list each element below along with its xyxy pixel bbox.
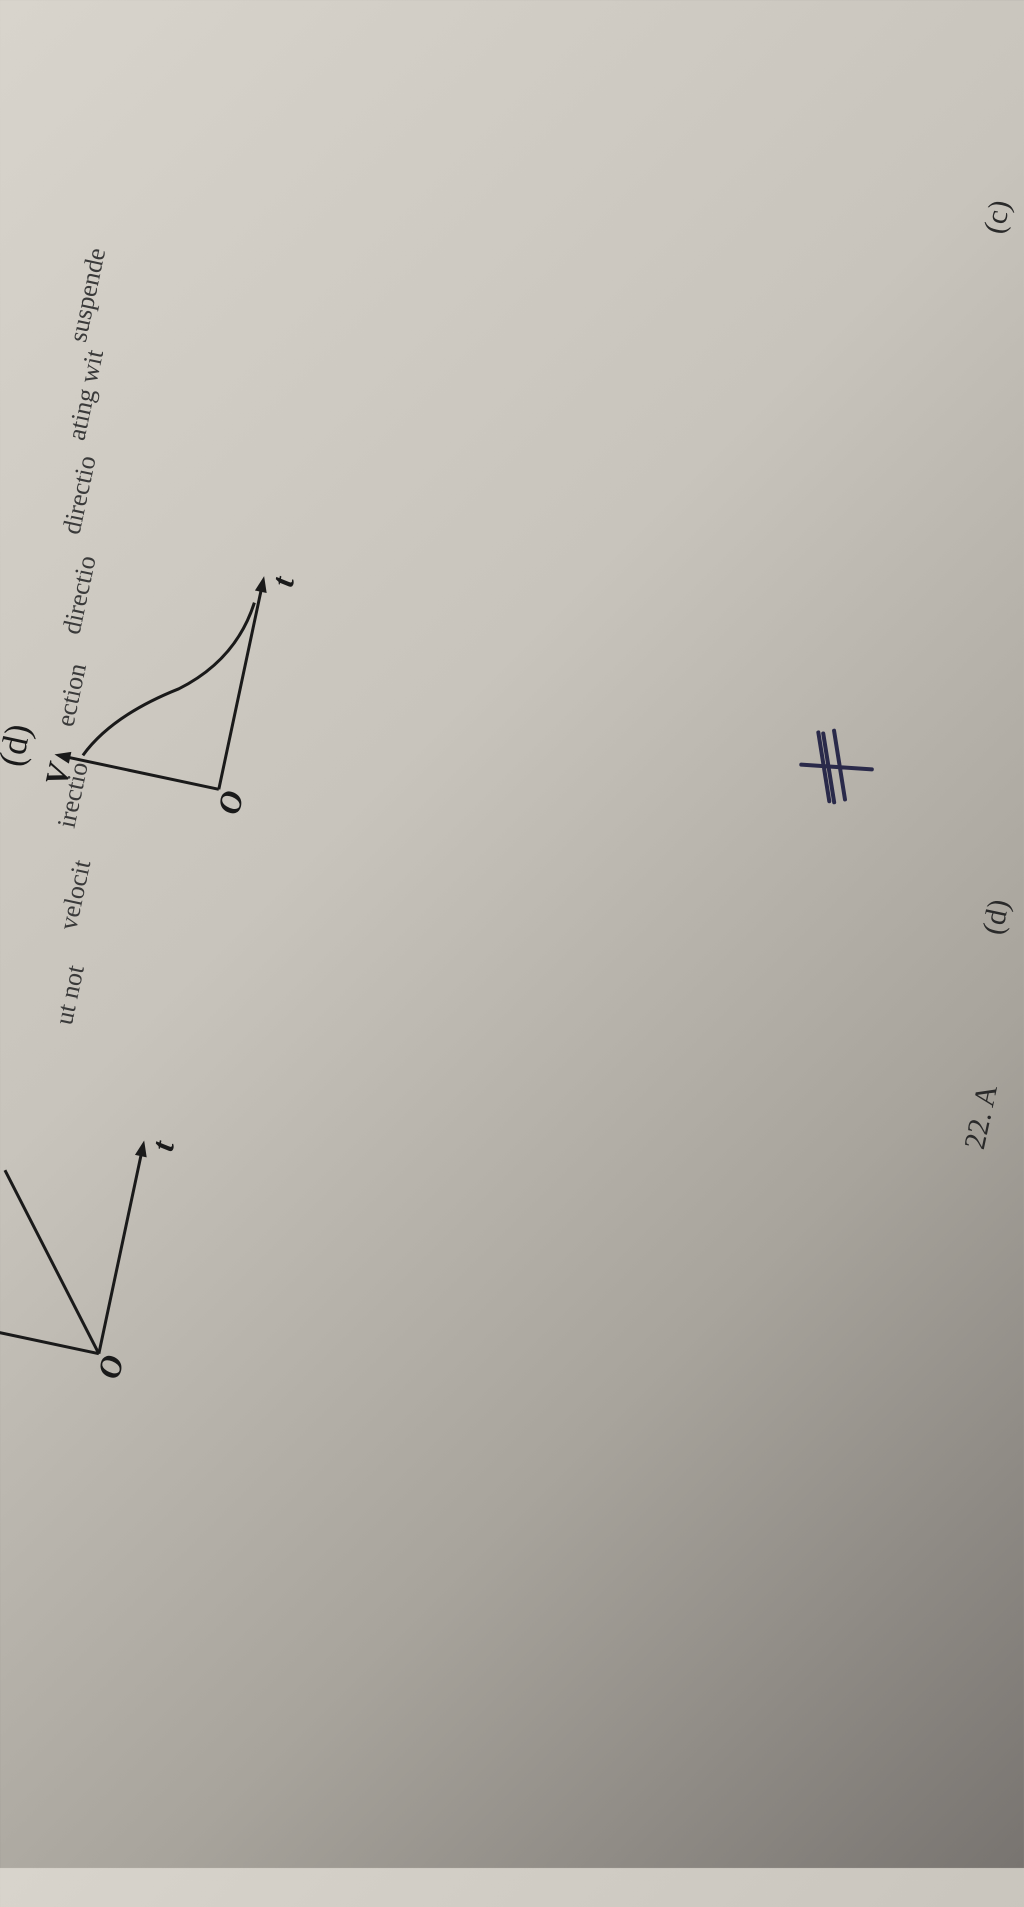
graph-curve-decay xyxy=(83,575,254,784)
option-c: (c) V O t xyxy=(0,859,233,1401)
origin-label: O xyxy=(210,788,250,818)
origin-label: O xyxy=(91,1352,131,1382)
page-container: a A circular coil is falling under the a… xyxy=(0,0,1024,1907)
x-axis xyxy=(219,585,263,790)
x-axis xyxy=(99,1149,143,1354)
right-fragment: (d) xyxy=(976,896,1017,937)
option-d-label: (d) xyxy=(0,721,40,771)
right-fragment: (c) xyxy=(977,197,1017,237)
pen-scribble-icon xyxy=(783,714,895,822)
option-d: (d) V O t xyxy=(0,295,353,837)
x-axis-label: t xyxy=(144,1137,181,1154)
x-axis-label: t xyxy=(264,573,301,590)
option-c-graph: V O t xyxy=(0,1082,188,1402)
graph-curve-linear xyxy=(0,1171,132,1355)
